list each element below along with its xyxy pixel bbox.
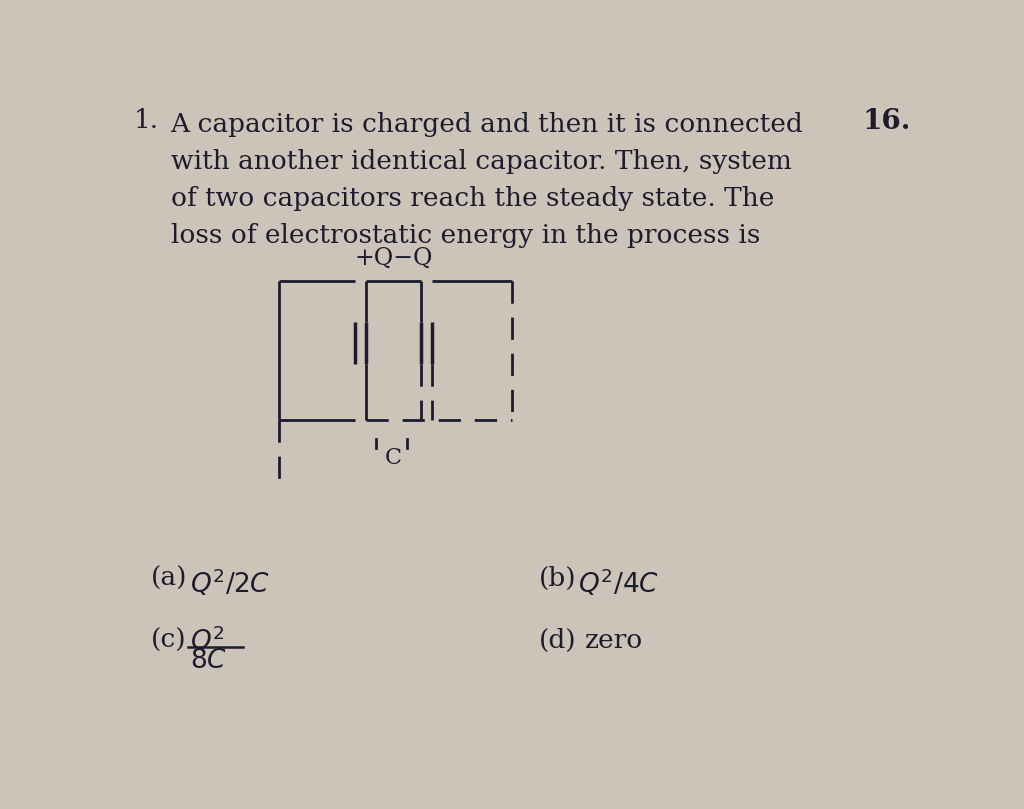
Text: (c): (c) [152, 628, 186, 653]
Text: (b): (b) [539, 566, 577, 591]
Text: +Q−Q: +Q−Q [354, 247, 433, 269]
Text: $Q^2/4C$: $Q^2/4C$ [578, 566, 658, 598]
Text: C: C [385, 447, 402, 468]
Text: $Q^2$: $Q^2$ [190, 624, 224, 655]
Text: (d): (d) [539, 628, 577, 653]
Text: of two capacitors reach the steady state. The: of two capacitors reach the steady state… [171, 185, 774, 210]
Text: 16.: 16. [862, 108, 910, 135]
Text: A capacitor is charged and then it is connected: A capacitor is charged and then it is co… [171, 112, 804, 137]
Text: 1.: 1. [134, 108, 160, 133]
Text: loss of electrostatic energy in the process is: loss of electrostatic energy in the proc… [171, 222, 760, 248]
Text: $8C$: $8C$ [190, 648, 227, 673]
Text: zero: zero [586, 628, 643, 653]
Text: (a): (a) [152, 566, 187, 591]
Text: $Q^2/2C$: $Q^2/2C$ [190, 566, 270, 598]
Text: with another identical capacitor. Then, system: with another identical capacitor. Then, … [171, 149, 792, 174]
